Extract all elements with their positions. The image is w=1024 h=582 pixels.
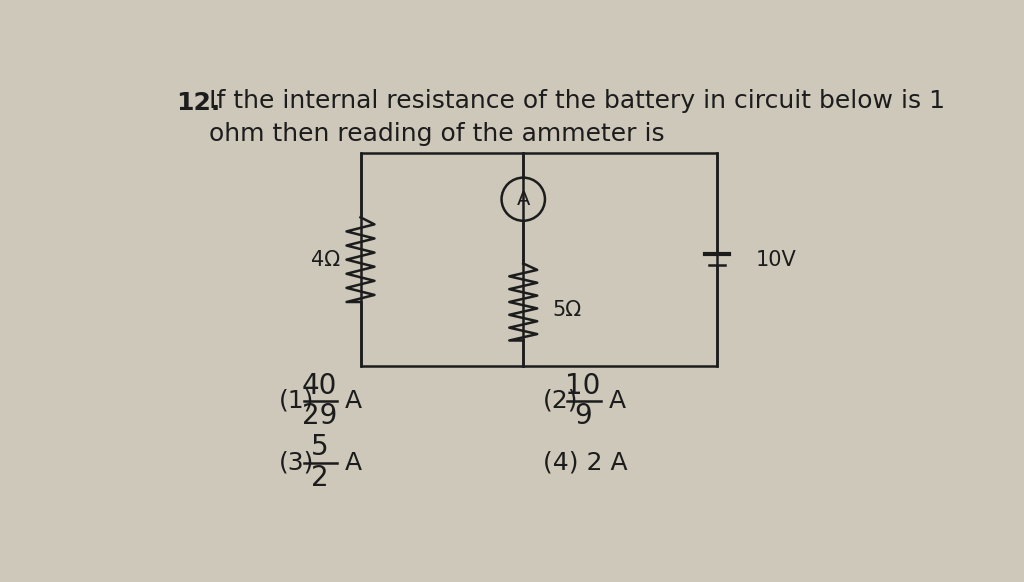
Text: ohm then reading of the ammeter is: ohm then reading of the ammeter is — [209, 122, 665, 146]
Text: 10V: 10V — [756, 250, 797, 269]
Text: A: A — [608, 389, 626, 413]
Text: 5: 5 — [310, 433, 329, 461]
Text: 10: 10 — [565, 371, 601, 399]
Text: A: A — [345, 389, 362, 413]
Text: 12.: 12. — [176, 91, 220, 115]
Text: A: A — [345, 450, 362, 474]
Text: If the internal resistance of the battery in circuit below is 1: If the internal resistance of the batter… — [209, 89, 945, 113]
Text: 9: 9 — [574, 402, 592, 430]
Text: (4) 2 A: (4) 2 A — [543, 450, 628, 474]
Text: 29: 29 — [302, 402, 337, 430]
Text: (2): (2) — [543, 389, 579, 413]
Text: (1): (1) — [280, 389, 314, 413]
Text: A: A — [516, 190, 530, 209]
Text: 5Ω: 5Ω — [553, 300, 582, 320]
Text: 2: 2 — [310, 464, 329, 492]
Text: 4Ω: 4Ω — [311, 250, 340, 269]
Text: (3): (3) — [280, 450, 314, 474]
Bar — [360, 153, 717, 366]
Text: 40: 40 — [302, 371, 337, 399]
